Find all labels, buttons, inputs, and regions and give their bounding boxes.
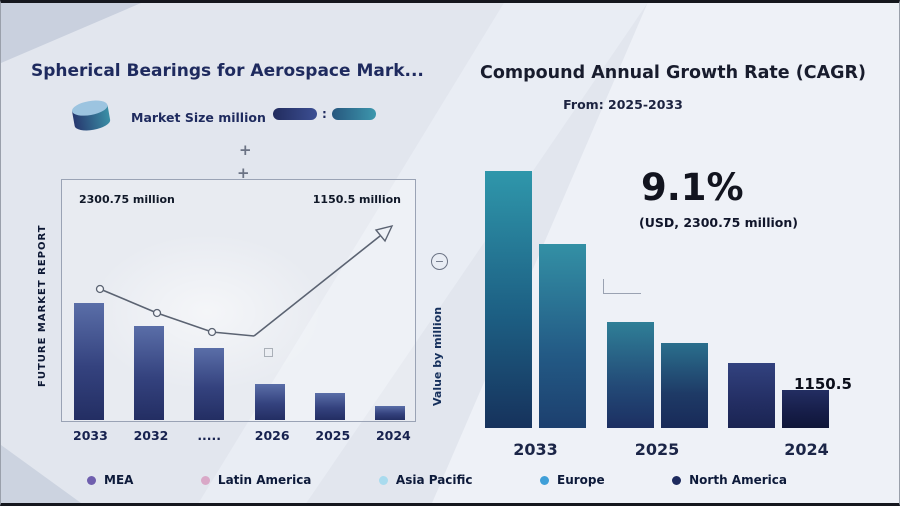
pill-separator: : [322, 107, 327, 121]
bar-2025-s1 [660, 343, 708, 428]
pill-teal [331, 108, 376, 120]
market-size-legend: Market Size million [63, 97, 266, 137]
market-size-x-axis: 2033 2032..... 2026 2025 2024 [73, 428, 411, 443]
bar-group-2025 [606, 321, 708, 428]
axis-label-.....: ..... [197, 428, 222, 443]
legend-dot-icon [378, 475, 388, 485]
axis-label-2025: 2025 [315, 428, 351, 443]
bar-2024-s0 [374, 406, 405, 420]
background-corner-bottom-left [1, 445, 81, 503]
legend-item-north-america: North America [672, 473, 787, 487]
legend-label: MEA [104, 473, 134, 487]
bar-group-2025 [314, 393, 345, 420]
bar-2025-s0 [314, 393, 345, 420]
market-size-legend-label: Market Size million [131, 109, 266, 125]
cagr-x-axis: 2033 2025 2024 [485, 440, 829, 459]
cylinder-icon [63, 97, 119, 137]
legend-item-latin-america: Latin America [200, 473, 312, 487]
bar-2024-s0 [728, 363, 775, 428]
minus-circle-icon: − [431, 253, 448, 270]
bar-2024-s1 [782, 390, 829, 428]
legend-dot-icon [200, 475, 210, 485]
legend-label: Latin America [217, 473, 312, 487]
axis-label-2024: 2024 [375, 428, 411, 443]
axis-label-2033: 2033 [73, 428, 108, 443]
left-chart-y-axis-label: FUTURE MARKET REPORT [37, 224, 48, 388]
bar-2033-s1 [539, 243, 586, 428]
bar-2025-s0 [606, 321, 654, 428]
plus-icon: + [239, 141, 252, 159]
cagr-subtitle: From: 2025-2033 [563, 97, 683, 112]
pill-navy [273, 108, 317, 120]
legend-item-mea: MEA [87, 473, 133, 487]
market-size-bars [74, 294, 405, 420]
legend-item-asia-pacific: Asia Pacific [378, 473, 473, 487]
bar-group-..... [194, 348, 225, 420]
legend-dot-icon [540, 475, 550, 485]
annotation-2024-value: 1150.5 million [312, 193, 401, 206]
annotation-2033-value: 2300.75 million [79, 193, 175, 206]
square-icon [264, 348, 273, 357]
bar-group-2033 [74, 302, 104, 420]
axis-label-2033: 2033 [513, 440, 558, 459]
cagr-title: Compound Annual Growth Rate (CAGR) [480, 63, 866, 83]
cagr-basis: (USD, 2300.75 million) [639, 215, 798, 230]
axis-label-2024: 2024 [784, 440, 829, 459]
cagr-value: 9.1% [641, 166, 744, 209]
bar-group-2032 [134, 325, 165, 420]
axis-label-2026: 2026 [254, 428, 290, 443]
legend-label: Europe [557, 473, 605, 487]
annotation-1150: 1150.5 [794, 375, 852, 393]
legend-label: Asia Pacific [395, 473, 473, 487]
bar-group-2024 [374, 406, 405, 420]
bar-2032-s0 [134, 325, 165, 420]
axis-label-2032: 2032 [133, 428, 169, 443]
legend-item-europe: Europe [540, 473, 605, 487]
bar-2033-s0 [74, 302, 104, 420]
legend-pills: : [273, 107, 376, 121]
bar-.....-s0 [194, 348, 225, 420]
step-line-decoration [603, 279, 641, 294]
bar-group-2024 [728, 363, 829, 428]
market-report-title: Spherical Bearings for Aerospace Mark... [31, 61, 424, 81]
value-axis-label: Value by million [431, 306, 444, 406]
plus-icon: + [237, 164, 250, 182]
cagr-bars [485, 160, 829, 428]
bar-2026-s0 [254, 384, 285, 420]
legend-dot-icon [87, 475, 96, 485]
bar-group-2033 [485, 171, 586, 428]
region-legend: MEA Latin America Asia Pacific Europe North … [87, 473, 787, 487]
legend-label: North America [689, 473, 787, 487]
axis-label-2025: 2025 [634, 440, 680, 459]
bar-2033-s0 [485, 171, 532, 428]
background-corner-top-left [1, 3, 141, 63]
bar-group-2026 [254, 384, 285, 420]
market-size-chart: 2300.75 million 1150.5 million [61, 179, 416, 422]
minus-glyph: − [434, 255, 445, 268]
legend-dot-icon [672, 475, 682, 485]
